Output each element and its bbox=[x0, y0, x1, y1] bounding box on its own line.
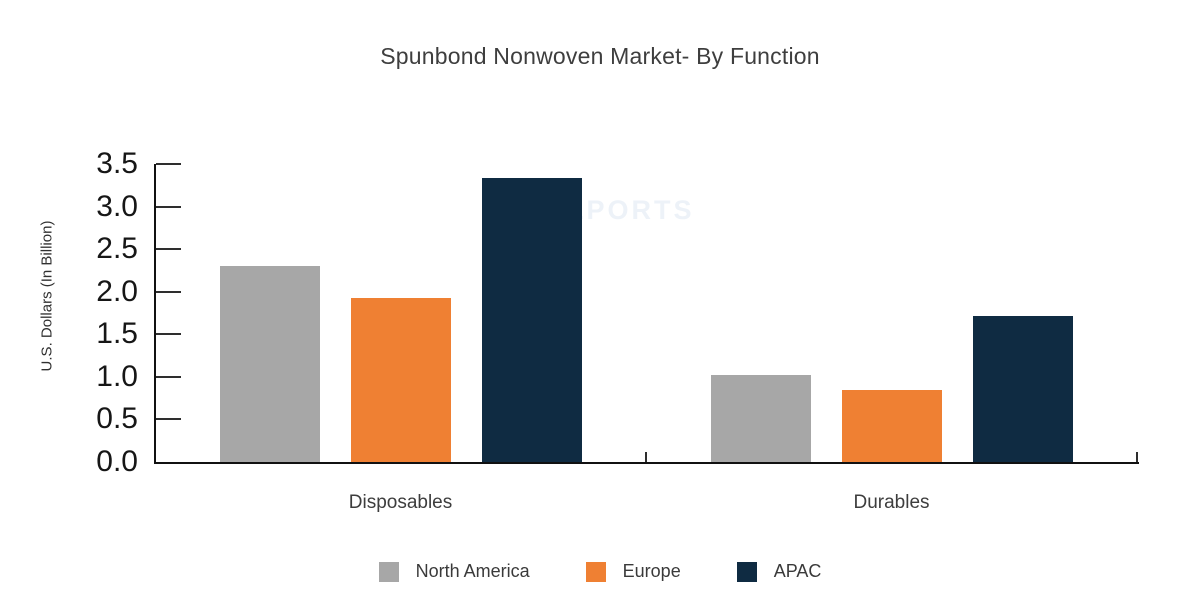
y-tick-label: 2.5 bbox=[96, 232, 138, 266]
category-label-durables: Durables bbox=[853, 492, 930, 513]
y-tick-label: 3.5 bbox=[96, 147, 138, 180]
category-label-disposables: Disposables bbox=[348, 492, 453, 513]
y-tick bbox=[156, 163, 181, 165]
legend-item-apac: APAC bbox=[736, 561, 822, 582]
x-tick bbox=[1136, 452, 1138, 462]
legend-item-north-america: North America bbox=[378, 561, 530, 582]
bar-apac-durables bbox=[972, 316, 1073, 462]
x-axis-line bbox=[154, 462, 1139, 464]
y-tick-label: 1.0 bbox=[96, 359, 138, 393]
y-tick-label: 0.5 bbox=[96, 402, 138, 436]
legend-swatch-apac bbox=[736, 561, 757, 582]
y-axis-title: U.S. Dollars (In Billion) bbox=[38, 220, 56, 372]
y-axis-line bbox=[154, 164, 156, 464]
y-tick bbox=[156, 418, 181, 421]
legend: North America Europe APAC bbox=[0, 561, 1200, 582]
legend-swatch-europe bbox=[585, 561, 606, 582]
y-tick bbox=[156, 290, 181, 293]
bar-north-america-disposables bbox=[219, 266, 320, 462]
chart-title: Spunbond Nonwoven Market- By Function bbox=[380, 43, 820, 69]
legend-label: North America bbox=[415, 561, 530, 581]
y-tick-label: 3.0 bbox=[96, 189, 138, 223]
legend-swatch-north-america bbox=[378, 561, 399, 582]
legend-item-europe: Europe bbox=[585, 561, 681, 582]
y-tick-label: 2.0 bbox=[96, 274, 138, 308]
bar-north-america-durables bbox=[710, 375, 811, 462]
bar-europe-durables bbox=[841, 390, 942, 462]
y-tick bbox=[156, 248, 181, 251]
y-tick-label: 1.5 bbox=[96, 317, 138, 351]
y-tick bbox=[156, 205, 181, 208]
y-tick bbox=[156, 333, 181, 336]
bar-europe-disposables bbox=[350, 297, 451, 462]
x-tick bbox=[645, 452, 647, 462]
y-tick-label: 0.0 bbox=[96, 445, 138, 478]
legend-label: Europe bbox=[622, 561, 681, 581]
legend-label: APAC bbox=[773, 561, 822, 581]
y-tick bbox=[156, 375, 181, 378]
bar-apac-disposables bbox=[481, 178, 582, 462]
